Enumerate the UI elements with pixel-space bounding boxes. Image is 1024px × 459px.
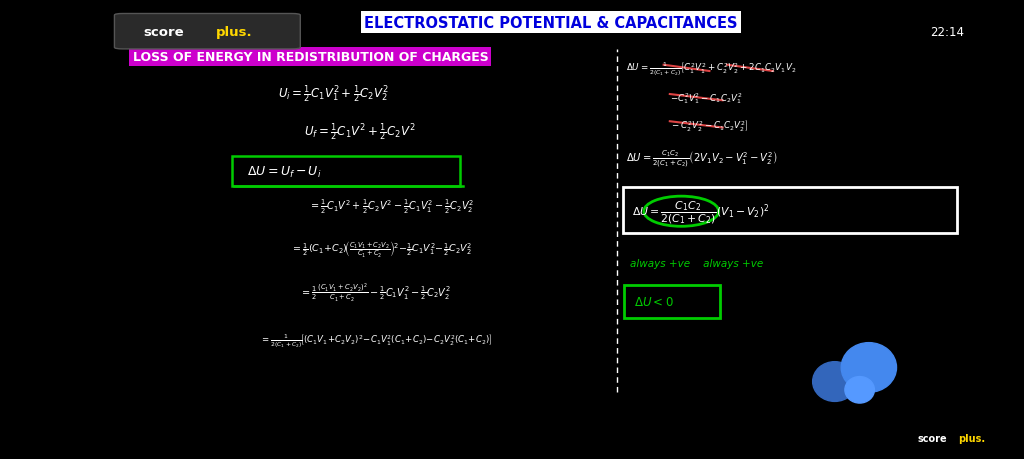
Text: score: score: [143, 26, 183, 39]
Text: $\Delta U = U_f - U_i$: $\Delta U = U_f - U_i$: [247, 165, 322, 179]
Text: $=\frac{1}{2(C_1+C_2)}\!\left[(C_1V_1\!+\!C_2V_2)^2\!-\!C_1V_1^2(C_1\!+\!C_2)\!-: $=\frac{1}{2(C_1+C_2)}\!\left[(C_1V_1\!+…: [260, 332, 493, 349]
Circle shape: [845, 377, 874, 403]
Text: $\Delta U=\dfrac{C_1C_2}{2(C_1+C_2)}\left(V_1-V_2\right)^2$: $\Delta U=\dfrac{C_1C_2}{2(C_1+C_2)}\lef…: [632, 198, 769, 225]
FancyBboxPatch shape: [115, 14, 300, 50]
Text: $=\frac{1}{2}(C_1\!+\!C_2)\!\left(\frac{C_1V_1+C_2V_2}{C_1+C_2}\right)^{\!2}\!-\: $=\frac{1}{2}(C_1\!+\!C_2)\!\left(\frac{…: [291, 239, 472, 258]
Text: $=\frac{1}{2}C_1V^2+\frac{1}{2}C_2V^2-\frac{1}{2}C_1V_1^2-\frac{1}{2}C_2V_2^2$: $=\frac{1}{2}C_1V^2+\frac{1}{2}C_2V^2-\f…: [309, 198, 474, 216]
Text: $=\frac{1}{2}\frac{(C_1V_1+C_2V_2)^2}{C_1+C_2}-\frac{1}{2}C_1V_1^2-\frac{1}{2}C_: $=\frac{1}{2}\frac{(C_1V_1+C_2V_2)^2}{C_…: [300, 281, 451, 303]
Text: $U_f = \frac{1}{2}C_1V^2+\frac{1}{2}C_2V^2$: $U_f = \frac{1}{2}C_1V^2+\frac{1}{2}C_2V…: [304, 121, 416, 142]
Text: LOSS OF ENERGY IN REDISTRIBUTION OF CHARGES: LOSS OF ENERGY IN REDISTRIBUTION OF CHAR…: [133, 51, 488, 64]
Text: $\Delta U=\frac{C_1C_2}{2(C_1+C_2)}\left(2V_1V_2-V_1^2-V_2^2\right)$: $\Delta U=\frac{C_1C_2}{2(C_1+C_2)}\left…: [626, 149, 777, 170]
Text: plus.: plus.: [216, 26, 253, 39]
Circle shape: [813, 362, 857, 402]
Text: $U_i = \frac{1}{2}C_1V_1^2+\frac{1}{2}C_2V_2^2$: $U_i = \frac{1}{2}C_1V_1^2+\frac{1}{2}C_…: [278, 83, 389, 105]
Text: $\left.-C_2^2V_2^2-C_1C_2V_2^2\right]$: $\left.-C_2^2V_2^2-C_1C_2V_2^2\right]$: [670, 118, 749, 133]
Text: ELECTROSTATIC POTENTIAL & CAPACITANCES: ELECTROSTATIC POTENTIAL & CAPACITANCES: [365, 16, 737, 30]
Text: score: score: [918, 433, 947, 443]
Text: $-C_1^2V_1^2-C_1C_2V_1^2$: $-C_1^2V_1^2-C_1C_2V_1^2$: [670, 91, 742, 106]
Text: $\Delta U=\frac{1}{2(C_1+C_2)}\left[C_1^2V_1^2+C_2^2V_2^2+2C_1C_2V_1V_2\right.$: $\Delta U=\frac{1}{2(C_1+C_2)}\left[C_1^…: [626, 60, 796, 78]
Text: $\Delta U < 0$: $\Delta U < 0$: [634, 295, 674, 308]
Circle shape: [841, 343, 897, 392]
Text: 22:14: 22:14: [930, 26, 965, 39]
Text: always +ve    always +ve: always +ve always +ve: [630, 258, 764, 268]
Text: plus.: plus.: [958, 433, 985, 443]
